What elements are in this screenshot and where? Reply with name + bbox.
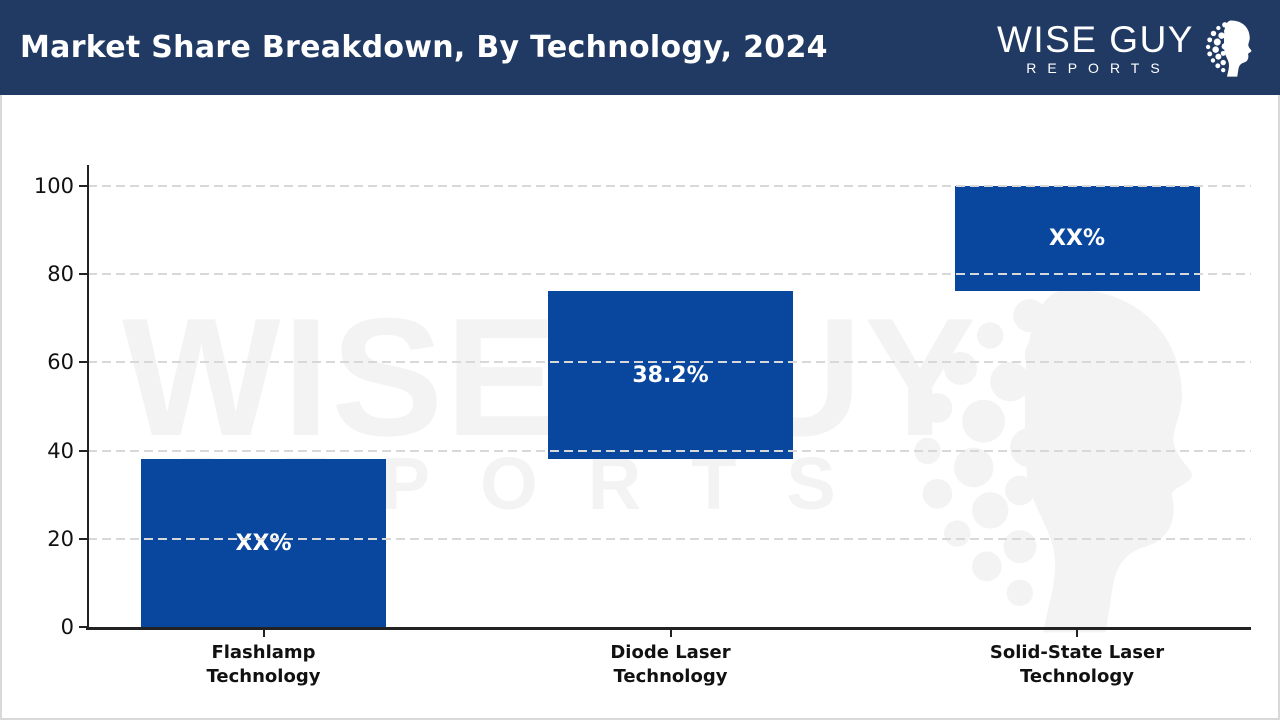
grid-line — [88, 537, 1251, 540]
grid-line — [88, 185, 1251, 187]
y-axis-line — [86, 164, 89, 630]
watermark-dotted-face-icon — [914, 289, 1193, 633]
bar-value-label: 38.2% — [632, 362, 709, 388]
dotted-face-profile-icon — [1205, 19, 1252, 77]
bar-value-label: XX% — [1049, 225, 1105, 251]
header-bar: Market Share Breakdown, By Technology, 2… — [0, 0, 1280, 95]
y-tick-label: 60 — [47, 350, 74, 375]
brand-name: WISE GUY — [996, 18, 1194, 60]
grid-line — [88, 449, 1251, 452]
page-title: Market Share Breakdown, By Technology, 2… — [20, 30, 828, 65]
brand-logo: WISE GUY REPORTS — [997, 10, 1254, 86]
y-tick-mark — [79, 361, 88, 364]
x-category-label: Diode Laser Technology — [610, 642, 731, 688]
chart-area: WISE GUY REPORTS XX% 38.2% XX% 0 20 40 60 80 100… — [0, 95, 1280, 720]
y-tick-label: 40 — [47, 438, 74, 463]
y-tick-label: 80 — [47, 262, 74, 287]
bar-value-label: XX% — [235, 530, 292, 556]
x-axis-line — [86, 627, 1251, 630]
x-category-label: Solid-State Laser Technology — [989, 642, 1165, 688]
y-tick-mark — [79, 273, 88, 276]
x-category-label: Flashlamp Technology — [206, 642, 321, 688]
y-tick-mark — [79, 626, 88, 628]
y-tick-mark — [79, 537, 88, 540]
grid-line — [88, 273, 1251, 276]
y-tick-label: 100 — [33, 174, 74, 198]
x-tick-mark — [669, 629, 672, 637]
brand-logo-text: WISE GUY REPORTS — [997, 21, 1194, 75]
brand-subtitle: REPORTS — [1026, 59, 1171, 76]
y-tick-mark — [79, 185, 88, 187]
x-tick-mark — [1076, 629, 1078, 637]
y-tick-mark — [79, 449, 88, 452]
bar-segment: XX% — [141, 459, 386, 627]
y-tick-label: 20 — [47, 526, 74, 551]
x-tick-mark — [262, 629, 265, 637]
bar-segment: XX% — [954, 186, 1200, 291]
grid-line — [88, 361, 1251, 364]
y-tick-label: 0 — [60, 615, 74, 639]
bar-segment: 38.2% — [548, 290, 793, 460]
